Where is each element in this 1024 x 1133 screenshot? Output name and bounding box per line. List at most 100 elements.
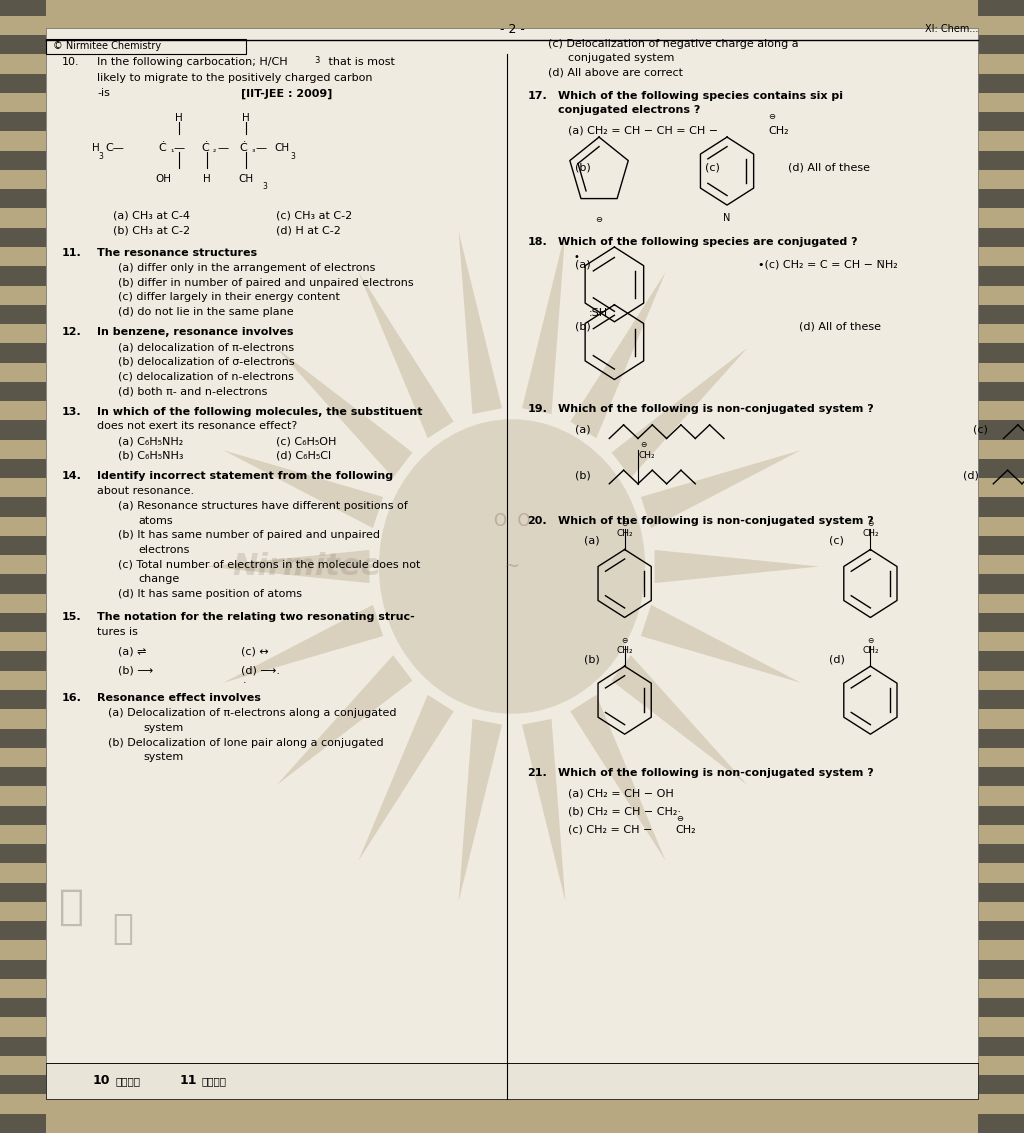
Text: (b) It has same number of paired and unpaired: (b) It has same number of paired and unp… — [118, 530, 380, 540]
Bar — [0, 266, 46, 286]
Bar — [46, 39, 246, 54]
Bar — [978, 1075, 1024, 1094]
Bar — [978, 112, 1024, 131]
Polygon shape — [641, 450, 801, 528]
Bar — [978, 497, 1024, 517]
Text: (a) CH₃ at C-4: (a) CH₃ at C-4 — [113, 211, 189, 221]
Text: —: — — [256, 144, 266, 153]
Text: ¹: ¹ — [170, 148, 173, 157]
Text: 10.: 10. — [61, 57, 79, 67]
Bar — [0, 497, 46, 517]
Text: (c): (c) — [829, 536, 845, 546]
Bar — [978, 35, 1024, 54]
Polygon shape — [522, 719, 565, 901]
Polygon shape — [570, 695, 666, 861]
Polygon shape — [276, 348, 413, 478]
Text: (d) C₆H₅Cl: (d) C₆H₅Cl — [276, 451, 332, 461]
Text: 18.: 18. — [527, 237, 547, 247]
Bar — [978, 420, 1024, 440]
Text: Which of the following species contains six pi: Which of the following species contains … — [558, 91, 843, 101]
Text: (c): (c) — [973, 425, 988, 435]
Text: ⊖: ⊖ — [622, 519, 628, 528]
Text: conjugated electrons ?: conjugated electrons ? — [558, 105, 700, 116]
Text: (a) CH₂ = CH − ȮH: (a) CH₂ = CH − ȮH — [568, 789, 674, 799]
Polygon shape — [522, 232, 565, 414]
Text: conjugated system: conjugated system — [568, 53, 675, 63]
Text: ³: ³ — [252, 148, 255, 157]
Text: does not exert its resonance effect?: does not exert its resonance effect? — [97, 421, 298, 432]
Text: ⊖: ⊖ — [867, 519, 873, 528]
Bar — [0, 1075, 46, 1094]
Text: Ċ: Ċ — [158, 144, 166, 153]
Text: (c) differ largely in their energy content: (c) differ largely in their energy conte… — [118, 292, 340, 303]
Text: Ċ: Ċ — [240, 144, 248, 153]
Text: CH₂: CH₂ — [768, 126, 788, 136]
Text: •(c) CH₂ = C = CH − N̈H₂: •(c) CH₂ = C = CH − N̈H₂ — [758, 259, 897, 270]
Polygon shape — [611, 655, 748, 785]
Polygon shape — [459, 232, 502, 414]
Text: (d) both π- and n-electrons: (d) both π- and n-electrons — [118, 386, 267, 397]
Bar — [0, 420, 46, 440]
Text: 🦉: 🦉 — [113, 912, 133, 946]
Text: (d): (d) — [829, 655, 846, 665]
Text: (d) All above are correct: (d) All above are correct — [548, 68, 683, 78]
Bar — [978, 806, 1024, 825]
Bar — [978, 883, 1024, 902]
Bar — [0, 151, 46, 170]
Bar — [0, 343, 46, 363]
Bar — [0, 536, 46, 555]
Bar — [0, 74, 46, 93]
Bar — [978, 574, 1024, 594]
Bar — [0, 1114, 46, 1133]
Text: H: H — [203, 174, 211, 185]
Polygon shape — [641, 605, 801, 683]
Text: (a) ⇌: (a) ⇌ — [118, 647, 146, 657]
Polygon shape — [611, 348, 748, 478]
Bar — [978, 1114, 1024, 1133]
Text: Nirmitee: Nirmitee — [232, 552, 382, 581]
Text: Which of the following species are conjugated ?: Which of the following species are conju… — [558, 237, 858, 247]
Bar — [0, 382, 46, 401]
Text: 10: 10 — [92, 1074, 110, 1088]
Text: CH: CH — [274, 144, 290, 153]
Text: (b): (b) — [575, 470, 591, 480]
Bar — [978, 613, 1024, 632]
Text: CH₂: CH₂ — [639, 451, 655, 460]
Text: likely to migrate to the positively charged carbon: likely to migrate to the positively char… — [97, 73, 373, 83]
Bar — [978, 536, 1024, 555]
Bar — [0, 921, 46, 940]
Text: CH₂: CH₂ — [616, 529, 633, 538]
Polygon shape — [223, 605, 383, 683]
Bar — [978, 459, 1024, 478]
Text: (b): (b) — [584, 655, 599, 665]
Polygon shape — [358, 272, 454, 438]
Polygon shape — [205, 550, 370, 583]
Bar — [0, 651, 46, 671]
Text: The notation for the relating two resonating struc-: The notation for the relating two resona… — [97, 612, 415, 622]
Bar — [46, 1063, 978, 1099]
Text: tures is: tures is — [97, 627, 138, 637]
Text: CH₂: CH₂ — [862, 529, 879, 538]
Text: 3: 3 — [262, 182, 267, 191]
Text: 21.: 21. — [527, 768, 547, 778]
Text: ⊖: ⊖ — [596, 215, 602, 224]
Text: (c) Delocalization of negative charge along a: (c) Delocalization of negative charge al… — [548, 39, 799, 49]
Text: (c) Total number of electrons in the molecule does not: (c) Total number of electrons in the mol… — [118, 560, 420, 570]
Polygon shape — [459, 719, 502, 901]
Text: - 2 -: - 2 - — [500, 23, 524, 36]
Text: (c) CH₃ at C-2: (c) CH₃ at C-2 — [276, 211, 352, 221]
Text: ⊖: ⊖ — [867, 636, 873, 645]
Text: (d) All of these: (d) All of these — [799, 322, 881, 332]
Text: ~: ~ — [504, 557, 520, 576]
Text: (b) Delocalization of lone pair along a conjugated: (b) Delocalization of lone pair along a … — [108, 738, 383, 748]
Text: In benzene, resonance involves: In benzene, resonance involves — [97, 327, 294, 338]
Text: Resonance effect involves: Resonance effect involves — [97, 693, 261, 704]
Text: Ċ: Ċ — [201, 144, 209, 153]
Bar — [0, 228, 46, 247]
Text: —: — — [174, 144, 184, 153]
Text: (c) delocalization of n-electrons: (c) delocalization of n-electrons — [118, 372, 294, 382]
Bar — [978, 844, 1024, 863]
Text: change: change — [138, 574, 179, 585]
Text: (a) C₆H₅NH₂: (a) C₆H₅NH₂ — [118, 436, 183, 446]
Text: (b): (b) — [575, 162, 591, 172]
